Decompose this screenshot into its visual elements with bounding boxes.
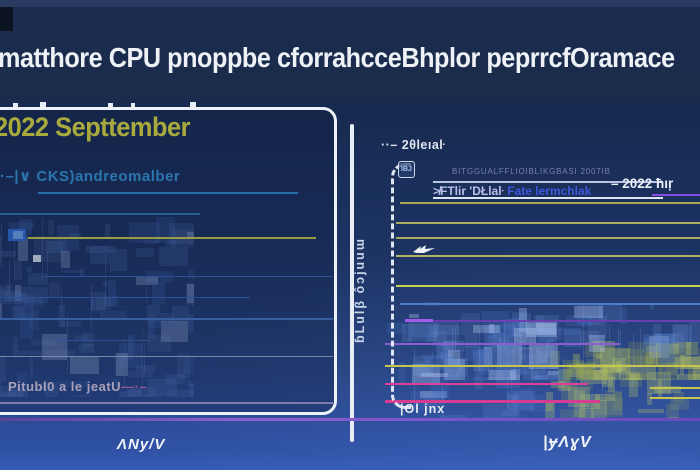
panel-divider: [350, 124, 354, 442]
left-panel-caption: Pitubl0 a le jeatU—·–: [8, 379, 147, 394]
page-title: matthore CPU pnoppbe cforrahcceBhplor pe…: [0, 42, 675, 73]
right-chart-lines: [384, 130, 700, 420]
left-brand-logo: ΛNy/V: [117, 436, 166, 453]
bird-marker-icon: [413, 245, 435, 253]
right-panel-chip: IBJ: [398, 161, 415, 178]
right-panel-bracket-border: [391, 163, 411, 409]
right-panel-header-label: ··– 2θleıaŀ: [381, 138, 446, 152]
right-panel-footer-label: |Ol jnx: [400, 402, 446, 416]
top-left-notch: [0, 7, 13, 31]
left-panel-caption-text: Pitubl0 a le jeatU: [8, 379, 122, 394]
right-panel-date-label: – 2022 ħıŗ: [611, 176, 674, 191]
left-panel: 2022 Septtember ·–|∨ CKS)andreomalber Pi…: [0, 107, 337, 415]
left-panel-caption-tail: —·–: [121, 379, 148, 394]
right-panel-y-axis-label: ɓLulβ ôɔjuuɯ: [353, 237, 367, 343]
right-panel-legend-row: ≯FTlir 'DŁlaŀ Fate lermchlak: [433, 184, 591, 198]
top-edge-strip: [0, 0, 700, 7]
right-panel-meta-label: BITGGUALFFLIOIBLIKGBASI 2007IB: [452, 167, 611, 176]
bottom-purple-rule: [0, 418, 700, 421]
right-brand-logo: |ɏΛɣV: [543, 434, 592, 451]
left-chart-lines: [0, 107, 337, 415]
right-panel-legend-blue: Fate lermchlak: [507, 184, 592, 198]
left-panel-subtitle: ·–|∨ CKS)andreomalber: [0, 168, 181, 185]
right-panel-legend-left: ≯FTlir 'DŁlaŀ: [433, 184, 508, 198]
left-panel-date-label: 2022 Septtember: [0, 112, 191, 142]
